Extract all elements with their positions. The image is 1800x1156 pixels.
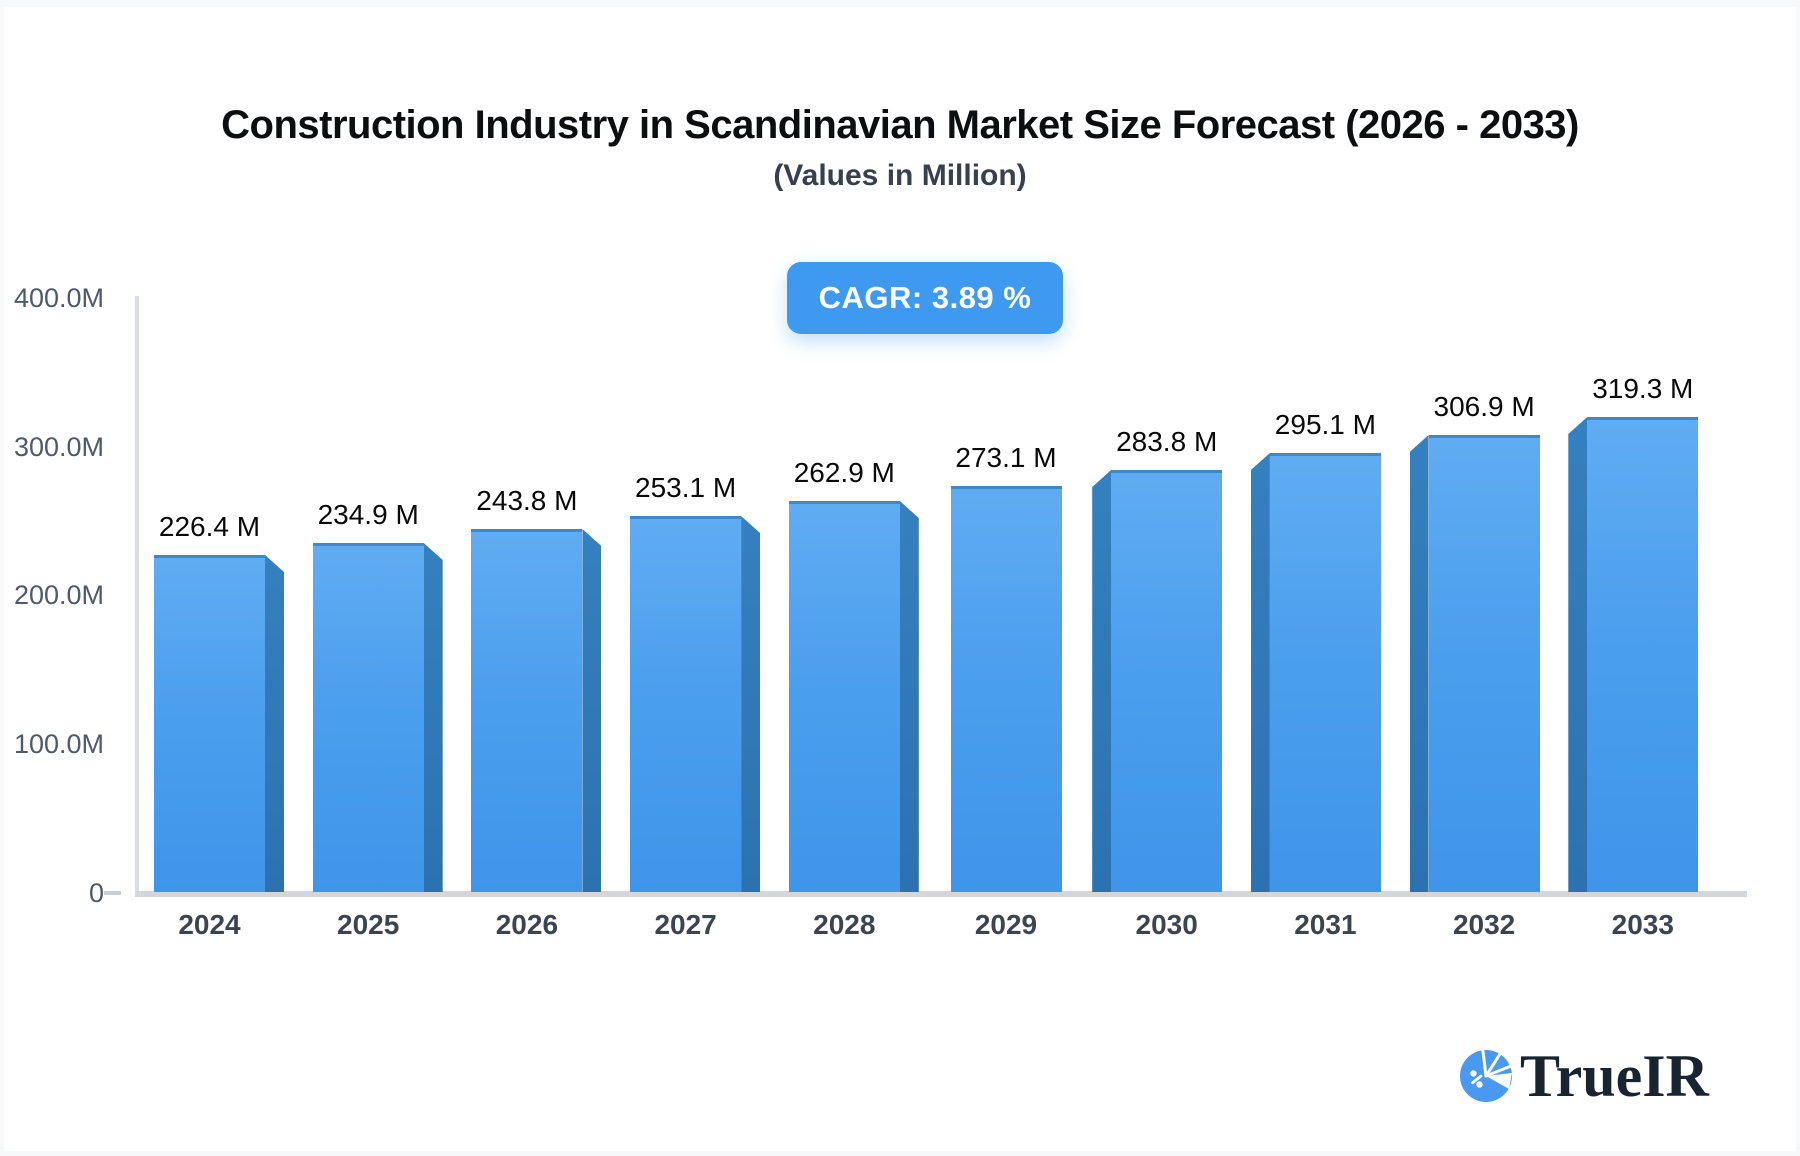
y-axis-line xyxy=(135,296,139,894)
bar-side-face xyxy=(423,543,443,892)
bar-value-label: 319.3 M xyxy=(1592,373,1694,404)
bar-side-face xyxy=(265,555,284,892)
x-axis-label-2024: 2024 xyxy=(178,909,241,940)
bar-2026 xyxy=(471,529,583,892)
bar-value-label: 283.8 M xyxy=(1116,426,1218,457)
bar-2029 xyxy=(950,486,1062,892)
bar-2032 xyxy=(1428,435,1540,892)
bar-value-label: 306.9 M xyxy=(1433,391,1535,422)
x-axis-label-2025: 2025 xyxy=(337,909,400,940)
bar-2024 xyxy=(154,555,265,892)
y-axis-tick-label: 0 xyxy=(88,878,104,908)
x-axis-label-2026: 2026 xyxy=(495,909,559,940)
bar-side-face xyxy=(741,516,761,892)
cagr-badge: CAGR: 3.89 % xyxy=(787,262,1063,334)
chart-canvas: Construction Industry in Scandinavian Ma… xyxy=(4,7,1796,1151)
x-axis-label-2027: 2027 xyxy=(654,909,717,940)
bar-side-face xyxy=(899,501,919,892)
bar-side-face xyxy=(1250,453,1270,892)
bar-value-label: 234.9 M xyxy=(317,499,419,530)
brand-logo: TrueIR xyxy=(1459,1040,1709,1112)
x-axis-label-2033: 2033 xyxy=(1611,909,1674,940)
cagr-badge-label: CAGR: 3.89 % xyxy=(818,280,1032,315)
bar-2027 xyxy=(630,516,742,892)
bar-2025 xyxy=(312,543,424,892)
y-axis-tick-label: 300.0M xyxy=(13,432,104,462)
chart-subtitle: (Values in Million) xyxy=(773,159,1027,192)
zero-tick-mark xyxy=(104,891,121,895)
bar-value-label: 273.1 M xyxy=(955,442,1057,473)
bar-side-face xyxy=(1568,417,1588,892)
bar-2031 xyxy=(1269,453,1381,892)
bar-2033 xyxy=(1587,417,1699,892)
pie-chart-icon xyxy=(1459,1049,1513,1103)
y-axis-tick-label: 200.0M xyxy=(13,580,104,610)
bar-2028 xyxy=(788,501,900,892)
brand-name: TrueIR xyxy=(1520,1043,1709,1109)
x-axis-label-2030: 2030 xyxy=(1135,909,1198,940)
bar-side-face xyxy=(582,529,602,892)
bar-value-label: 262.9 M xyxy=(793,457,895,488)
x-axis-label-2032: 2032 xyxy=(1452,909,1516,940)
bar-side-face xyxy=(1092,470,1112,892)
x-axis-line xyxy=(135,891,1747,897)
y-axis-tick-label: 400.0M xyxy=(13,283,104,313)
bar-side-face xyxy=(1409,435,1429,892)
bar-value-label: 226.4 M xyxy=(158,511,261,542)
bar-value-label: 253.1 M xyxy=(635,472,737,503)
bar-value-label: 295.1 M xyxy=(1274,409,1376,440)
x-axis-label-2031: 2031 xyxy=(1294,909,1357,940)
bar-value-label: 243.8 M xyxy=(476,485,578,516)
x-axis-label-2028: 2028 xyxy=(813,909,876,940)
y-axis-tick-label: 100.0M xyxy=(13,729,104,759)
x-axis-label-2029: 2029 xyxy=(974,909,1038,940)
chart-title: Construction Industry in Scandinavian Ma… xyxy=(221,103,1579,147)
bar-2030 xyxy=(1111,470,1223,892)
